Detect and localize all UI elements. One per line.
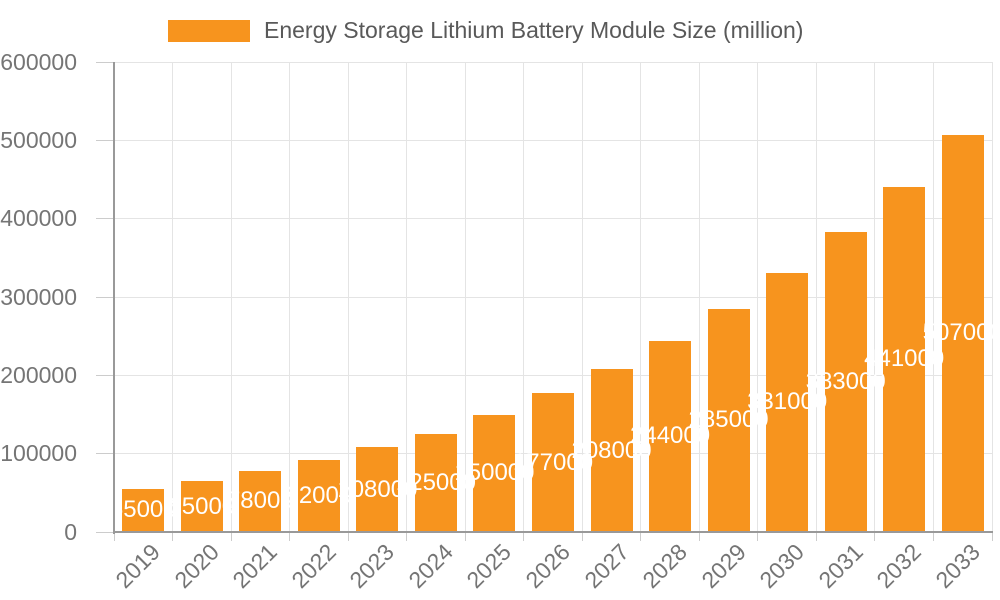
bar-label-2020: 65000 — [168, 492, 236, 520]
bar-2022[interactable] — [297, 459, 340, 532]
x-axis-tick — [406, 532, 408, 541]
bar-label-2027: 208000 — [571, 436, 652, 464]
legend-item[interactable]: Energy Storage Lithium Battery Module Si… — [168, 17, 803, 44]
x-gridline — [932, 62, 934, 532]
x-axis-line — [113, 531, 993, 533]
x-gridline — [523, 62, 525, 532]
bar-label-2031: 383000 — [805, 367, 886, 395]
bar-2020[interactable] — [180, 481, 223, 532]
y-gridline — [114, 218, 992, 220]
bar-2021[interactable] — [239, 470, 282, 532]
x-axis-tick — [581, 532, 583, 541]
bar-label-2023: 108000 — [337, 475, 418, 503]
bar-label-2019: 55000 — [109, 496, 177, 524]
x-axis-tick — [113, 532, 115, 541]
x-axis-label-2019: 2019 — [110, 538, 166, 594]
bar-2019[interactable] — [122, 488, 165, 532]
legend-swatch-icon — [168, 19, 250, 42]
x-gridline — [406, 62, 408, 532]
bar-2031[interactable] — [824, 231, 867, 532]
bar-2027[interactable] — [590, 369, 633, 532]
x-axis-tick — [874, 532, 876, 541]
x-gridline — [757, 62, 759, 532]
x-axis-tick — [640, 532, 642, 541]
y-axis-label: 400000 — [0, 205, 77, 232]
y-axis-tick — [96, 531, 114, 533]
y-axis-label: 300000 — [0, 283, 77, 310]
y-axis-tick — [96, 453, 114, 455]
y-axis-label: 0 — [64, 518, 77, 545]
y-gridline — [114, 139, 992, 141]
x-gridline — [289, 62, 291, 532]
x-axis-tick — [698, 532, 700, 541]
x-axis-tick — [932, 532, 934, 541]
bar-2026[interactable] — [532, 393, 574, 532]
y-axis-tick — [96, 296, 114, 298]
bar-2032[interactable] — [883, 186, 926, 532]
bar-label-2021: 78000 — [226, 487, 294, 515]
y-gridline — [114, 61, 992, 63]
x-axis-tick — [757, 532, 759, 541]
y-axis-tick — [96, 61, 114, 63]
x-gridline — [230, 62, 232, 532]
y-gridline — [114, 374, 992, 376]
bar-2033[interactable] — [941, 134, 984, 532]
x-axis-tick — [464, 532, 466, 541]
y-axis-line — [113, 62, 115, 534]
x-gridline — [172, 62, 174, 532]
bar-label-2032: 441000 — [864, 345, 945, 373]
y-axis-label: 600000 — [0, 48, 77, 75]
bar-label-2025: 150000 — [454, 459, 535, 487]
bar-2029[interactable] — [707, 308, 750, 532]
y-axis-label: 500000 — [0, 126, 77, 153]
bar-label-2022: 92000 — [285, 481, 353, 509]
x-gridline — [581, 62, 583, 532]
x-axis-tick — [347, 532, 349, 541]
x-gridline — [347, 62, 349, 532]
bar-label-2033: 507000 — [922, 319, 1000, 347]
y-axis-tick — [96, 218, 114, 220]
x-axis-tick — [523, 532, 525, 541]
x-gridline — [698, 62, 700, 532]
bar-2024[interactable] — [414, 434, 457, 532]
x-axis-tick — [289, 532, 291, 541]
x-gridline — [464, 62, 466, 532]
bar-label-2024: 125000 — [395, 469, 476, 497]
bar-2025[interactable] — [473, 414, 516, 532]
y-axis-tick — [96, 139, 114, 141]
bar-2023[interactable] — [356, 447, 399, 532]
bar-label-2026: 177000 — [512, 448, 594, 476]
y-gridline — [114, 296, 992, 298]
x-gridline — [640, 62, 642, 532]
x-axis-tick — [230, 532, 232, 541]
x-axis-tick — [991, 532, 993, 541]
bar-2028[interactable] — [649, 340, 692, 532]
x-gridline — [991, 62, 993, 532]
bar-label-2030: 331000 — [747, 388, 828, 416]
x-axis-tick — [172, 532, 174, 541]
y-axis-label: 100000 — [0, 440, 77, 467]
bar-label-2029: 285000 — [688, 406, 769, 434]
bar-label-2028: 244000 — [630, 422, 711, 450]
x-gridline — [815, 62, 817, 532]
y-axis-label: 200000 — [0, 361, 77, 388]
x-gridline — [874, 62, 876, 532]
y-axis-tick — [96, 374, 114, 376]
bar-2030[interactable] — [766, 272, 809, 532]
legend-label: Energy Storage Lithium Battery Module Si… — [264, 17, 804, 43]
x-axis-tick — [815, 532, 817, 541]
